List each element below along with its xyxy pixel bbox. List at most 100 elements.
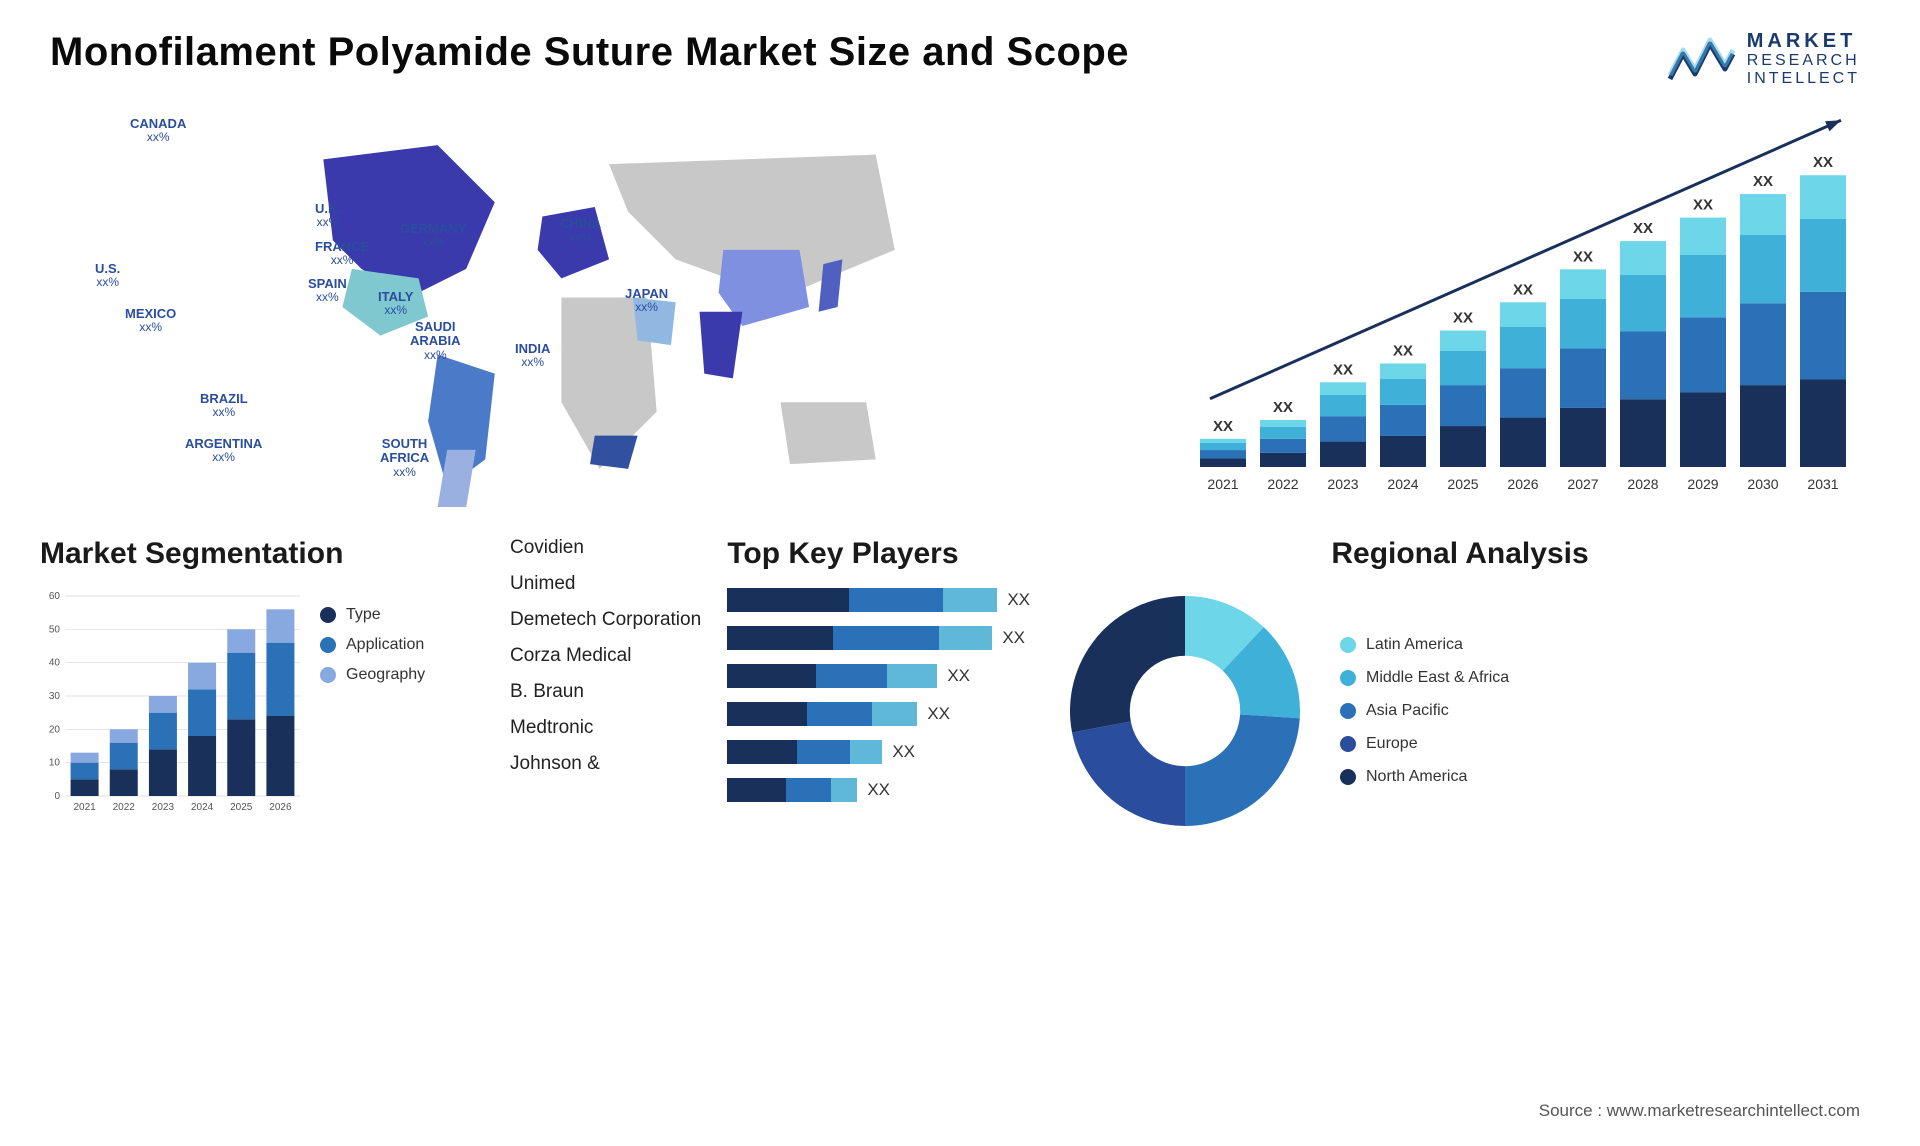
map-label-south-africa: SOUTHAFRICAxx% [380, 437, 429, 479]
map-label-u.k.: U.K.xx% [315, 202, 341, 229]
growth-bar-2028-seg1 [1620, 332, 1666, 400]
map-label-u.s.: U.S.xx% [95, 262, 120, 289]
svg-text:2023: 2023 [152, 802, 175, 813]
growth-bar-2028-seg3 [1620, 241, 1666, 275]
growth-bar-2024-seg3 [1380, 364, 1426, 380]
segmentation-title: Market Segmentation [40, 537, 480, 571]
svg-text:20: 20 [49, 725, 61, 736]
svg-text:40: 40 [49, 658, 61, 669]
regional-legend-europe: Europe [1340, 735, 1509, 753]
page-title: Monofilament Polyamide Suture Market Siz… [50, 30, 1129, 75]
seg-bar-2022-type [110, 770, 138, 797]
growth-year-2031: 2031 [1807, 476, 1838, 492]
regional-donut-chart [1060, 586, 1310, 836]
growth-year-2024: 2024 [1387, 476, 1418, 492]
growth-year-2029: 2029 [1687, 476, 1718, 492]
map-region-south-africa [590, 436, 638, 469]
player-bar-row-5: XX [727, 776, 1030, 804]
growth-value-2027: XX [1573, 249, 1593, 266]
growth-value-2026: XX [1513, 281, 1533, 298]
growth-bar-2027-seg2 [1560, 299, 1606, 348]
seg-bar-2022-geography [110, 730, 138, 743]
map-label-india: INDIAxx% [515, 342, 550, 369]
seg-bar-2025-geography [227, 630, 255, 653]
growth-bar-2028-seg0 [1620, 399, 1666, 467]
key-players-chart: XXXXXXXXXXXX [727, 586, 1030, 804]
key-players-list: CovidienUnimedDemetech CorporationCorza … [510, 537, 707, 804]
svg-text:10: 10 [49, 758, 61, 769]
map-label-canada: CANADAxx% [130, 117, 186, 144]
growth-bar-2029-seg1 [1680, 318, 1726, 393]
brand-logo: MARKET RESEARCH INTELLECT [1665, 30, 1860, 87]
growth-bar-2029-seg3 [1680, 218, 1726, 255]
player-value-5: XX [867, 780, 890, 800]
donut-slice-asia-pacific [1185, 715, 1300, 827]
growth-bar-2022-seg2 [1260, 427, 1306, 439]
svg-text:0: 0 [54, 791, 60, 802]
growth-bar-2026-seg2 [1500, 327, 1546, 368]
growth-bar-2031-seg1 [1800, 292, 1846, 380]
svg-text:60: 60 [49, 591, 61, 602]
svg-text:2026: 2026 [269, 802, 292, 813]
player-bar-row-4: XX [727, 738, 1030, 766]
donut-slice-europe [1072, 722, 1185, 827]
growth-bar-2021-seg3 [1200, 439, 1246, 443]
growth-bar-2027-seg1 [1560, 349, 1606, 408]
logo-icon [1665, 34, 1735, 84]
player-bar-row-3: XX [727, 700, 1030, 728]
map-label-france: FRANCExx% [315, 240, 369, 267]
svg-text:50: 50 [49, 625, 61, 636]
map-region-australia [780, 402, 875, 464]
svg-text:30: 30 [49, 691, 61, 702]
growth-value-2024: XX [1393, 343, 1413, 360]
seg-bar-2026-geography [266, 610, 294, 643]
donut-slice-north-america [1070, 596, 1185, 733]
player-name-johnson-: Johnson & [510, 753, 707, 775]
player-bar-row-2: XX [727, 662, 1030, 690]
growth-bar-2026-seg1 [1500, 368, 1546, 417]
svg-text:2021: 2021 [73, 802, 96, 813]
seg-bar-2023-type [149, 750, 177, 797]
growth-value-2025: XX [1453, 310, 1473, 327]
growth-year-2028: 2028 [1627, 476, 1658, 492]
map-label-italy: ITALYxx% [378, 290, 413, 317]
growth-value-2023: XX [1333, 361, 1353, 378]
growth-year-2022: 2022 [1267, 476, 1298, 492]
growth-year-2023: 2023 [1327, 476, 1358, 492]
map-label-spain: SPAINxx% [308, 277, 347, 304]
key-players-title: Top Key Players [727, 537, 1030, 571]
growth-bar-2025-seg0 [1440, 426, 1486, 467]
growth-bar-2021-seg2 [1200, 443, 1246, 450]
growth-value-2029: XX [1693, 197, 1713, 214]
growth-bar-chart: XX2021XX2022XX2023XX2024XX2025XX2026XX20… [1180, 107, 1860, 507]
map-label-china: CHINAxx% [560, 217, 601, 244]
growth-year-2025: 2025 [1447, 476, 1478, 492]
seg-bar-2021-application [71, 763, 99, 780]
growth-year-2030: 2030 [1747, 476, 1778, 492]
growth-bar-2031-seg0 [1800, 380, 1846, 468]
growth-bar-2022-seg3 [1260, 420, 1306, 427]
growth-value-2030: XX [1753, 173, 1773, 190]
seg-legend-geography: Geography [320, 666, 425, 684]
growth-bar-2025-seg3 [1440, 331, 1486, 351]
player-value-0: XX [1007, 590, 1030, 610]
seg-legend-application: Application [320, 636, 425, 654]
seg-bar-2026-application [266, 643, 294, 716]
seg-bar-2024-application [188, 690, 216, 737]
player-name-b-braun: B. Braun [510, 681, 707, 703]
growth-value-2028: XX [1633, 220, 1653, 237]
map-label-argentina: ARGENTINAxx% [185, 437, 262, 464]
map-label-germany: GERMANYxx% [400, 222, 466, 249]
growth-bar-2031-seg3 [1800, 175, 1846, 219]
player-name-covidien: Covidien [510, 537, 707, 559]
growth-value-2022: XX [1273, 399, 1293, 416]
growth-bar-2025-seg2 [1440, 351, 1486, 385]
player-bar-row-0: XX [727, 586, 1030, 614]
map-label-brazil: BRAZILxx% [200, 392, 248, 419]
seg-bar-2025-application [227, 653, 255, 720]
regional-legend-north-america: North America [1340, 768, 1509, 786]
growth-bar-2026-seg0 [1500, 418, 1546, 467]
svg-text:2022: 2022 [113, 802, 136, 813]
growth-bar-2023-seg3 [1320, 382, 1366, 395]
player-name-demetech-corporation: Demetech Corporation [510, 609, 707, 631]
